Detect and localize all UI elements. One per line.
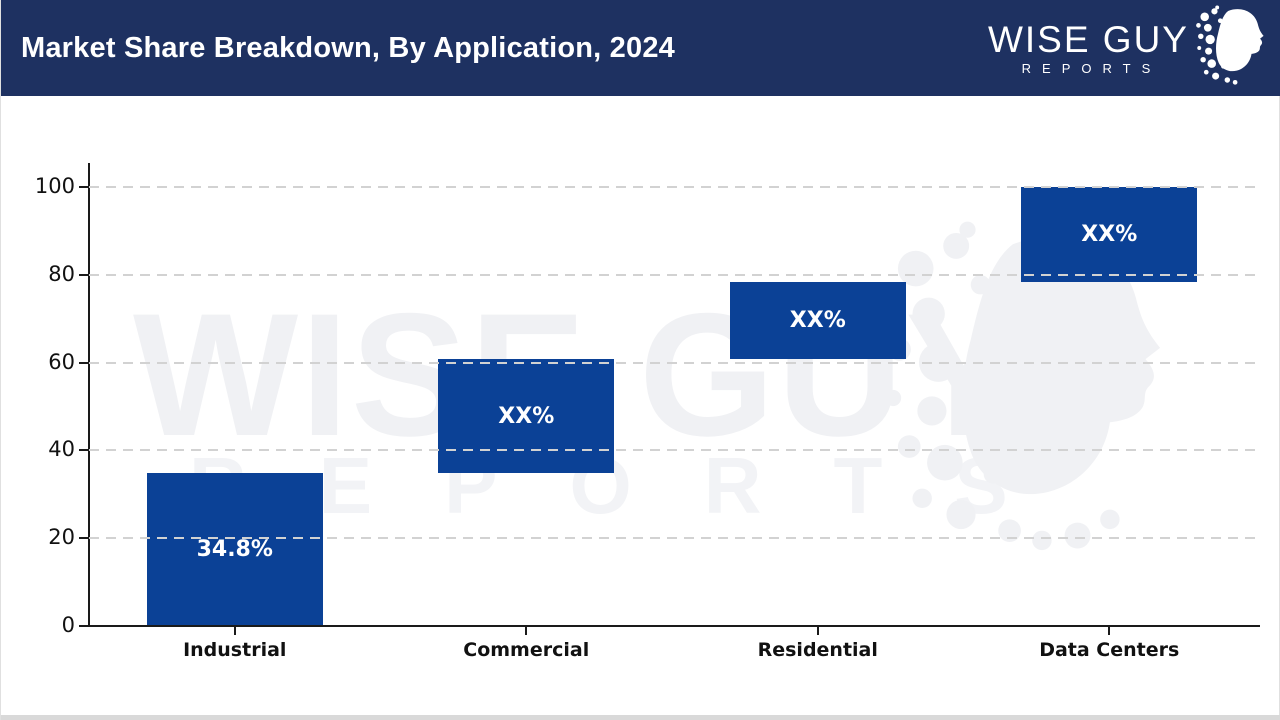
y-tick-label: 0 [61, 613, 75, 637]
x-category-label: Residential [757, 639, 878, 661]
gridline [89, 273, 1255, 276]
y-tick-label: 40 [48, 437, 75, 462]
brand-logo: WISE GUY REPORTS [988, 5, 1280, 91]
y-tick-label: 60 [48, 349, 75, 374]
x-tick-mark [525, 627, 528, 635]
gridline [89, 537, 1255, 540]
brand-name: WISE GUY [987, 18, 1189, 60]
bar-residential: XX% [729, 282, 906, 360]
bottom-border [1, 715, 1280, 720]
x-category-label: Commercial [463, 639, 590, 661]
y-tick-label: 20 [48, 525, 75, 550]
y-tick-label: 100 [34, 174, 75, 198]
bar-value-label: 34.8% [196, 537, 273, 563]
brand-subtitle: REPORTS [1021, 60, 1162, 76]
x-axis-line [88, 625, 1260, 627]
x-tick-mark [1108, 627, 1111, 635]
y-tick-mark [79, 449, 88, 452]
brand-logo-text: WISE GUY REPORTS [988, 21, 1189, 76]
x-category-label: Industrial [183, 639, 287, 661]
gridline [89, 449, 1255, 452]
bar-value-label: XX% [498, 403, 555, 429]
x-tick-mark [816, 627, 819, 635]
x-tick-mark [233, 627, 236, 635]
page-title: Market Share Breakdown, By Application, … [21, 31, 675, 64]
y-tick-label: 80 [48, 261, 75, 286]
y-axis-line [88, 163, 90, 627]
bar-industrial: 34.8% [146, 473, 323, 626]
brand-head-icon [1196, 5, 1264, 85]
y-tick-mark [79, 361, 88, 364]
bar-value-label: XX% [789, 308, 846, 334]
header: Market Share Breakdown, By Application, … [1, 0, 1280, 96]
gridline [89, 361, 1255, 364]
y-tick-mark [79, 186, 88, 188]
gridline [89, 186, 1255, 188]
x-category-label: Data Centers [1039, 639, 1180, 661]
y-tick-mark [79, 625, 88, 627]
bar-data-centers: XX% [1021, 187, 1198, 283]
y-tick-mark [79, 537, 88, 540]
bar-commercial: XX% [438, 359, 615, 474]
bar-value-label: XX% [1081, 222, 1138, 248]
y-tick-mark [79, 273, 88, 276]
